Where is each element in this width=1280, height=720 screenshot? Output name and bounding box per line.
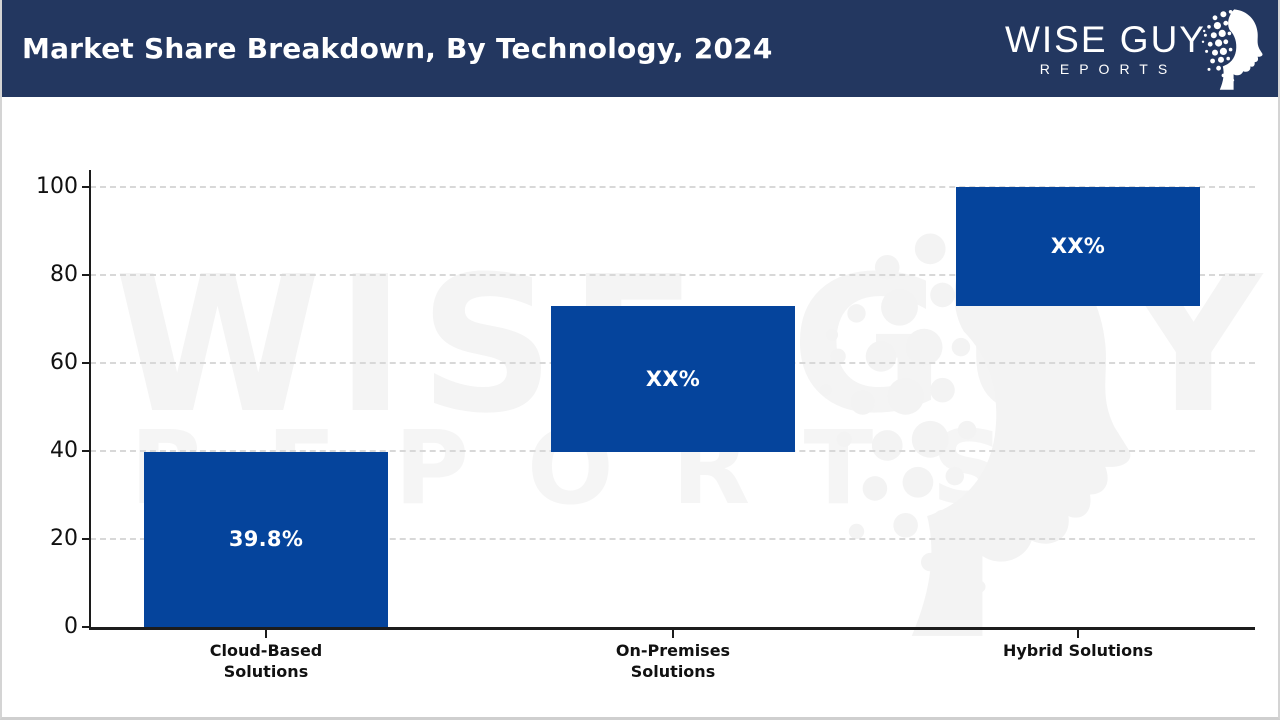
logo-text: WISE GUY REPORTS (1005, 21, 1206, 77)
face-profile-logo-icon (1192, 7, 1268, 91)
x-category-line: Cloud-Based (209, 641, 323, 660)
logo-subtitle: REPORTS (1039, 60, 1178, 77)
bar-value-label: XX% (1050, 234, 1106, 259)
x-category-line: Solutions (630, 662, 716, 681)
x-axis-line (89, 627, 1255, 630)
x-tick-2 (672, 630, 674, 638)
y-tick-20 (82, 538, 90, 540)
y-tick-60 (82, 362, 90, 364)
y-tick-label: 80 (50, 262, 78, 287)
y-tick-label: 0 (64, 614, 78, 639)
page-title: Market Share Breakdown, By Technology, 2… (22, 32, 773, 65)
y-tick-100 (82, 186, 90, 188)
x-category-line: Hybrid Solutions (1002, 641, 1154, 660)
gridline-100 (90, 186, 1255, 188)
y-tick-0 (82, 626, 90, 628)
x-tick-1 (265, 630, 267, 638)
y-tick-label: 60 (50, 350, 78, 375)
y-tick-label: 100 (36, 174, 78, 199)
y-tick-label: 20 (50, 526, 78, 551)
x-tick-3 (1077, 630, 1079, 638)
bar-hybrid-solutions: XX% (956, 187, 1200, 306)
wise-guy-logo: WISE GUY REPORTS (1005, 7, 1280, 91)
gridline-20 (90, 538, 1255, 540)
bar-cloud-based-solutions: 39.8% (144, 451, 388, 627)
y-tick-40 (82, 450, 90, 452)
x-category-label: Cloud-Based Solutions (136, 640, 396, 682)
x-category-line: On-Premises (615, 641, 731, 660)
gridline-80 (90, 274, 1255, 276)
y-axis-line (89, 170, 91, 627)
x-category-line: Solutions (223, 662, 309, 681)
y-tick-label: 40 (50, 438, 78, 463)
bar-value-label: XX% (645, 366, 701, 391)
bar-value-label: 39.8% (228, 527, 304, 552)
x-category-label: Hybrid Solutions (948, 640, 1208, 661)
logo-wordmark: WISE GUY (1004, 18, 1206, 60)
header: Market Share Breakdown, By Technology, 2… (2, 0, 1280, 97)
bar-on-premises-solutions: XX% (551, 305, 795, 452)
x-category-label: On-Premises Solutions (543, 640, 803, 682)
y-tick-80 (82, 274, 90, 276)
